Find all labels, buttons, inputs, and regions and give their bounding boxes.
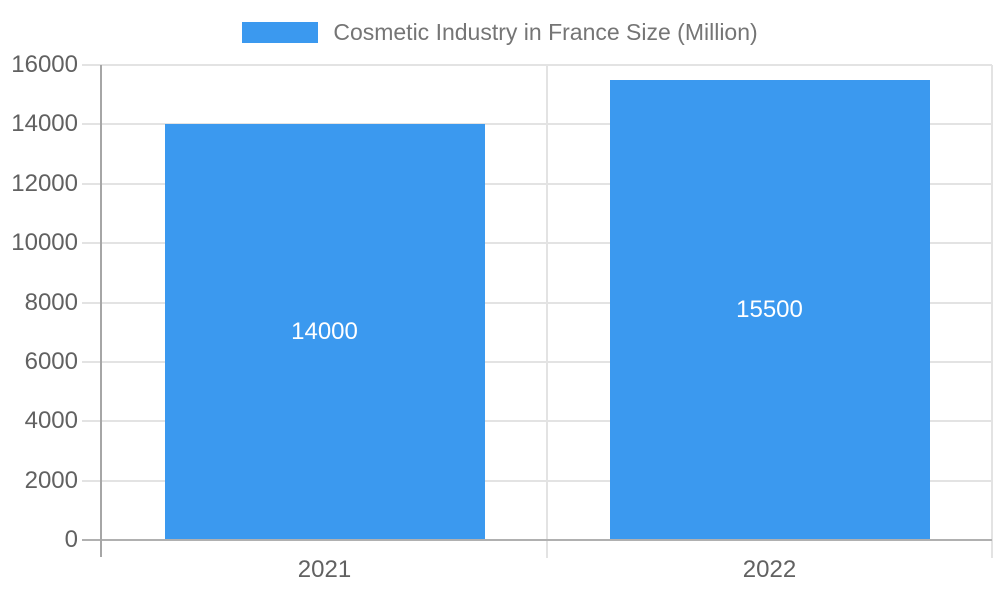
bar-value-label: 14000 — [291, 318, 358, 346]
plot-area: 14000 15500 — [82, 64, 993, 558]
y-gridline — [82, 420, 992, 423]
y-tick-label: 16000 — [11, 51, 78, 78]
y-gridline — [82, 64, 992, 66]
y-gridline — [82, 182, 992, 185]
x-tick-label-2021: 2021 — [297, 556, 352, 583]
x-axis-baseline — [82, 539, 992, 541]
y-tick-label: 10000 — [11, 229, 78, 257]
y-gridline — [82, 242, 992, 245]
y-tick-label: 6000 — [24, 347, 78, 375]
bar-value-label: 15500 — [736, 295, 803, 323]
x-axis-labels: 2021 2022 — [102, 556, 992, 588]
legend[interactable]: Cosmetic Industry in France Size (Millio… — [0, 18, 1000, 45]
y-gridline — [82, 301, 992, 304]
y-gridline — [82, 123, 992, 126]
v-gridline — [991, 65, 993, 558]
y-tick-label: 14000 — [11, 110, 78, 138]
y-tick-label: 2000 — [24, 466, 78, 494]
y-tick-label: 8000 — [24, 288, 78, 316]
y-tick-label: 0 — [64, 526, 78, 553]
y-axis-line — [100, 65, 102, 557]
x-tick-label-2022: 2022 — [742, 556, 797, 583]
bar-2021[interactable]: 14000 — [164, 124, 485, 540]
legend-swatch-icon — [242, 21, 319, 43]
v-gridline — [546, 65, 548, 558]
y-tick-label: 4000 — [24, 407, 78, 435]
y-tick-label: 12000 — [11, 169, 78, 197]
y-gridline — [82, 479, 992, 482]
bar-2022[interactable]: 15500 — [609, 79, 930, 540]
y-gridline — [82, 360, 992, 363]
y-axis-labels: 0 2000 4000 6000 8000 10000 12000 14000 16000 — [0, 51, 78, 553]
legend-label: Cosmetic Industry in France Size (Millio… — [333, 18, 758, 45]
